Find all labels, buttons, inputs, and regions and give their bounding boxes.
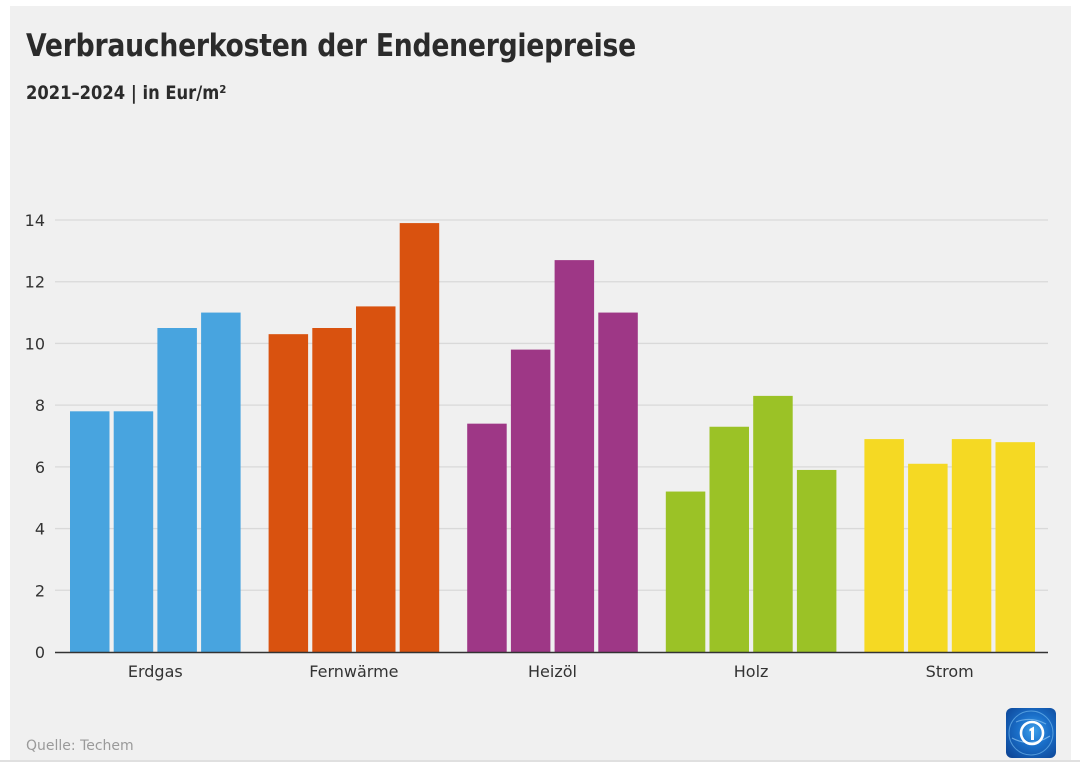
bar-group-fernwärme [268, 223, 440, 653]
y-tick-label: 2 [35, 581, 45, 600]
bar-2022 [709, 426, 749, 652]
y-tick-label: 10 [25, 334, 45, 353]
category-labels: Erdgas Fernwärme Heizöl Holz Strom [128, 662, 974, 681]
chart-subtitle: 2021–2024 | in Eur/m² [26, 82, 227, 104]
bars [70, 223, 1035, 653]
tagesschau-logo-icon [1006, 708, 1056, 758]
y-axis-ticks: 0 2 4 6 8 10 12 14 [25, 211, 45, 662]
x-category-label: Erdgas [128, 662, 183, 681]
bar-2023 [554, 260, 595, 652]
bar-2022 [113, 411, 154, 652]
bar-2024 [201, 312, 241, 652]
bar-2021 [268, 334, 309, 652]
y-tick-label: 0 [35, 643, 45, 662]
bar-group-holz [665, 395, 837, 652]
bar-2023 [951, 439, 992, 652]
bar-group-erdgas [70, 312, 241, 652]
bar-2021 [665, 491, 706, 652]
bar-2023 [356, 306, 396, 652]
x-category-label: Heizöl [528, 662, 577, 681]
bar-2022 [908, 463, 948, 652]
bottom-divider [0, 760, 1080, 762]
bar-2021 [70, 411, 110, 652]
bar-2023 [753, 395, 793, 652]
bar-2022 [510, 349, 551, 652]
bar-2023 [157, 328, 197, 652]
bar-2024 [399, 223, 440, 653]
source-note: Quelle: Techem [26, 738, 134, 754]
bar-2024 [995, 442, 1035, 652]
y-tick-label: 6 [35, 458, 45, 477]
y-tick-label: 8 [35, 396, 45, 415]
x-category-label: Holz [734, 662, 769, 681]
x-category-label: Fernwärme [309, 662, 398, 681]
y-tick-label: 12 [25, 273, 45, 292]
bar-2021 [467, 423, 507, 652]
chart-title: Verbraucherkosten der Endenergiepreise [26, 28, 636, 64]
bar-2024 [598, 312, 638, 652]
x-category-label: Strom [926, 662, 974, 681]
bar-2022 [312, 328, 352, 652]
bar-group-strom [864, 439, 1035, 652]
bar-2021 [864, 439, 904, 652]
bar-2024 [796, 469, 837, 652]
bar-group-heizöl [467, 260, 638, 652]
y-tick-label: 4 [35, 520, 45, 539]
y-tick-label: 14 [25, 211, 45, 230]
